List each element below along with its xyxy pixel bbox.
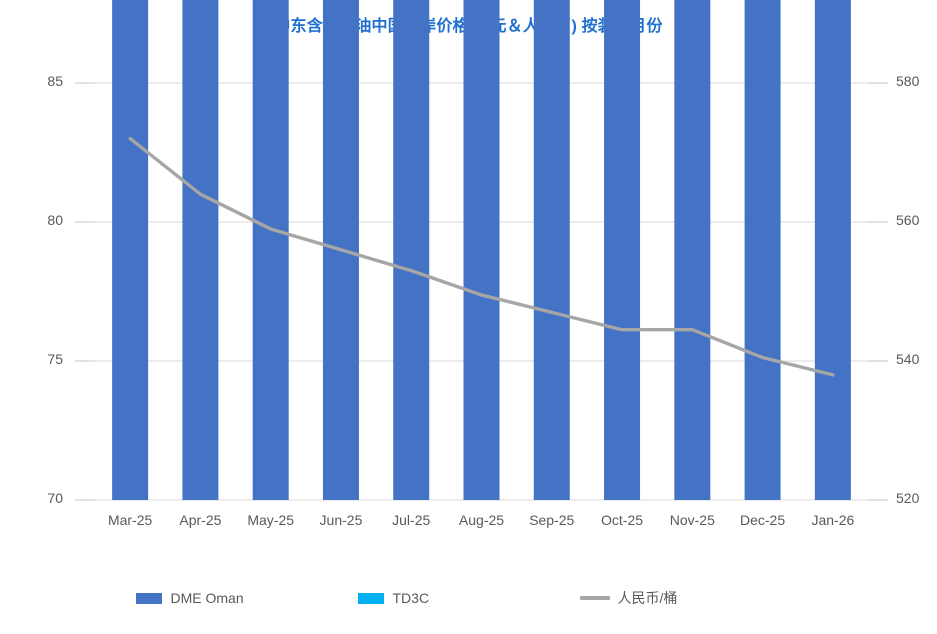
- legend-line-marker-icon: [579, 596, 610, 600]
- bar-segment-dme-oman: [744, 0, 781, 500]
- x-axis-tick-label: Oct-25: [601, 512, 644, 528]
- x-axis-tick-label: Mar-25: [107, 512, 153, 528]
- x-axis-tick-label: Jul-25: [392, 512, 431, 528]
- x-axis-tick-label: Aug-25: [458, 512, 505, 528]
- legend-item-label: TD3C: [392, 590, 430, 606]
- y-axis-right-tick-label: 580: [896, 73, 920, 89]
- x-axis-tick-label: May-25: [247, 512, 295, 528]
- bar-segment-dme-oman: [463, 0, 500, 500]
- legend-color-swatch-icon: [135, 592, 162, 604]
- legend-item[interactable]: TD3C: [357, 590, 580, 606]
- x-axis-tick-label: Jan-26: [811, 512, 855, 528]
- x-axis-tick-label: Nov-25: [669, 512, 715, 528]
- bar-segment-dme-oman: [604, 0, 641, 500]
- legend-color-swatch-icon: [357, 592, 384, 604]
- chart-legend: DME Oman TD3C 人民币/桶: [0, 588, 937, 608]
- y-axis-right-tick-label: 520: [896, 490, 920, 506]
- y-axis-right-tick-label: 540: [896, 351, 920, 367]
- x-axis-tick-label: Sep-25: [529, 512, 575, 528]
- y-axis-left-tick-label: 80: [47, 212, 63, 228]
- y-axis-right-tick-label: 560: [896, 212, 920, 228]
- x-axis-tick-label: Dec-25: [740, 512, 786, 528]
- line-series-rmb: [128, 136, 835, 377]
- x-axis-tick-label: Jun-25: [319, 512, 363, 528]
- legend-item[interactable]: 人民币/桶: [579, 588, 802, 608]
- legend-item-label: 人民币/桶: [617, 590, 678, 606]
- legend-item-label: DME Oman: [170, 590, 244, 606]
- bar-segment-dme-oman: [533, 0, 570, 501]
- bar-segment-dme-oman: [674, 0, 711, 500]
- y-axis-left-tick-label: 85: [47, 73, 63, 89]
- bar-segment-dme-oman: [252, 0, 289, 500]
- bar-segment-dme-oman: [393, 0, 430, 500]
- bar-segment-dme-oman: [182, 0, 219, 500]
- legend-item[interactable]: DME Oman: [135, 590, 358, 606]
- x-axis-tick-label: Apr-25: [179, 512, 222, 528]
- bar-segment-dme-oman: [814, 0, 851, 500]
- y-axis-left-tick-label: 75: [47, 351, 63, 367]
- y-axis-left-tick-label: 70: [47, 490, 63, 506]
- bar-segment-dme-oman: [112, 0, 149, 500]
